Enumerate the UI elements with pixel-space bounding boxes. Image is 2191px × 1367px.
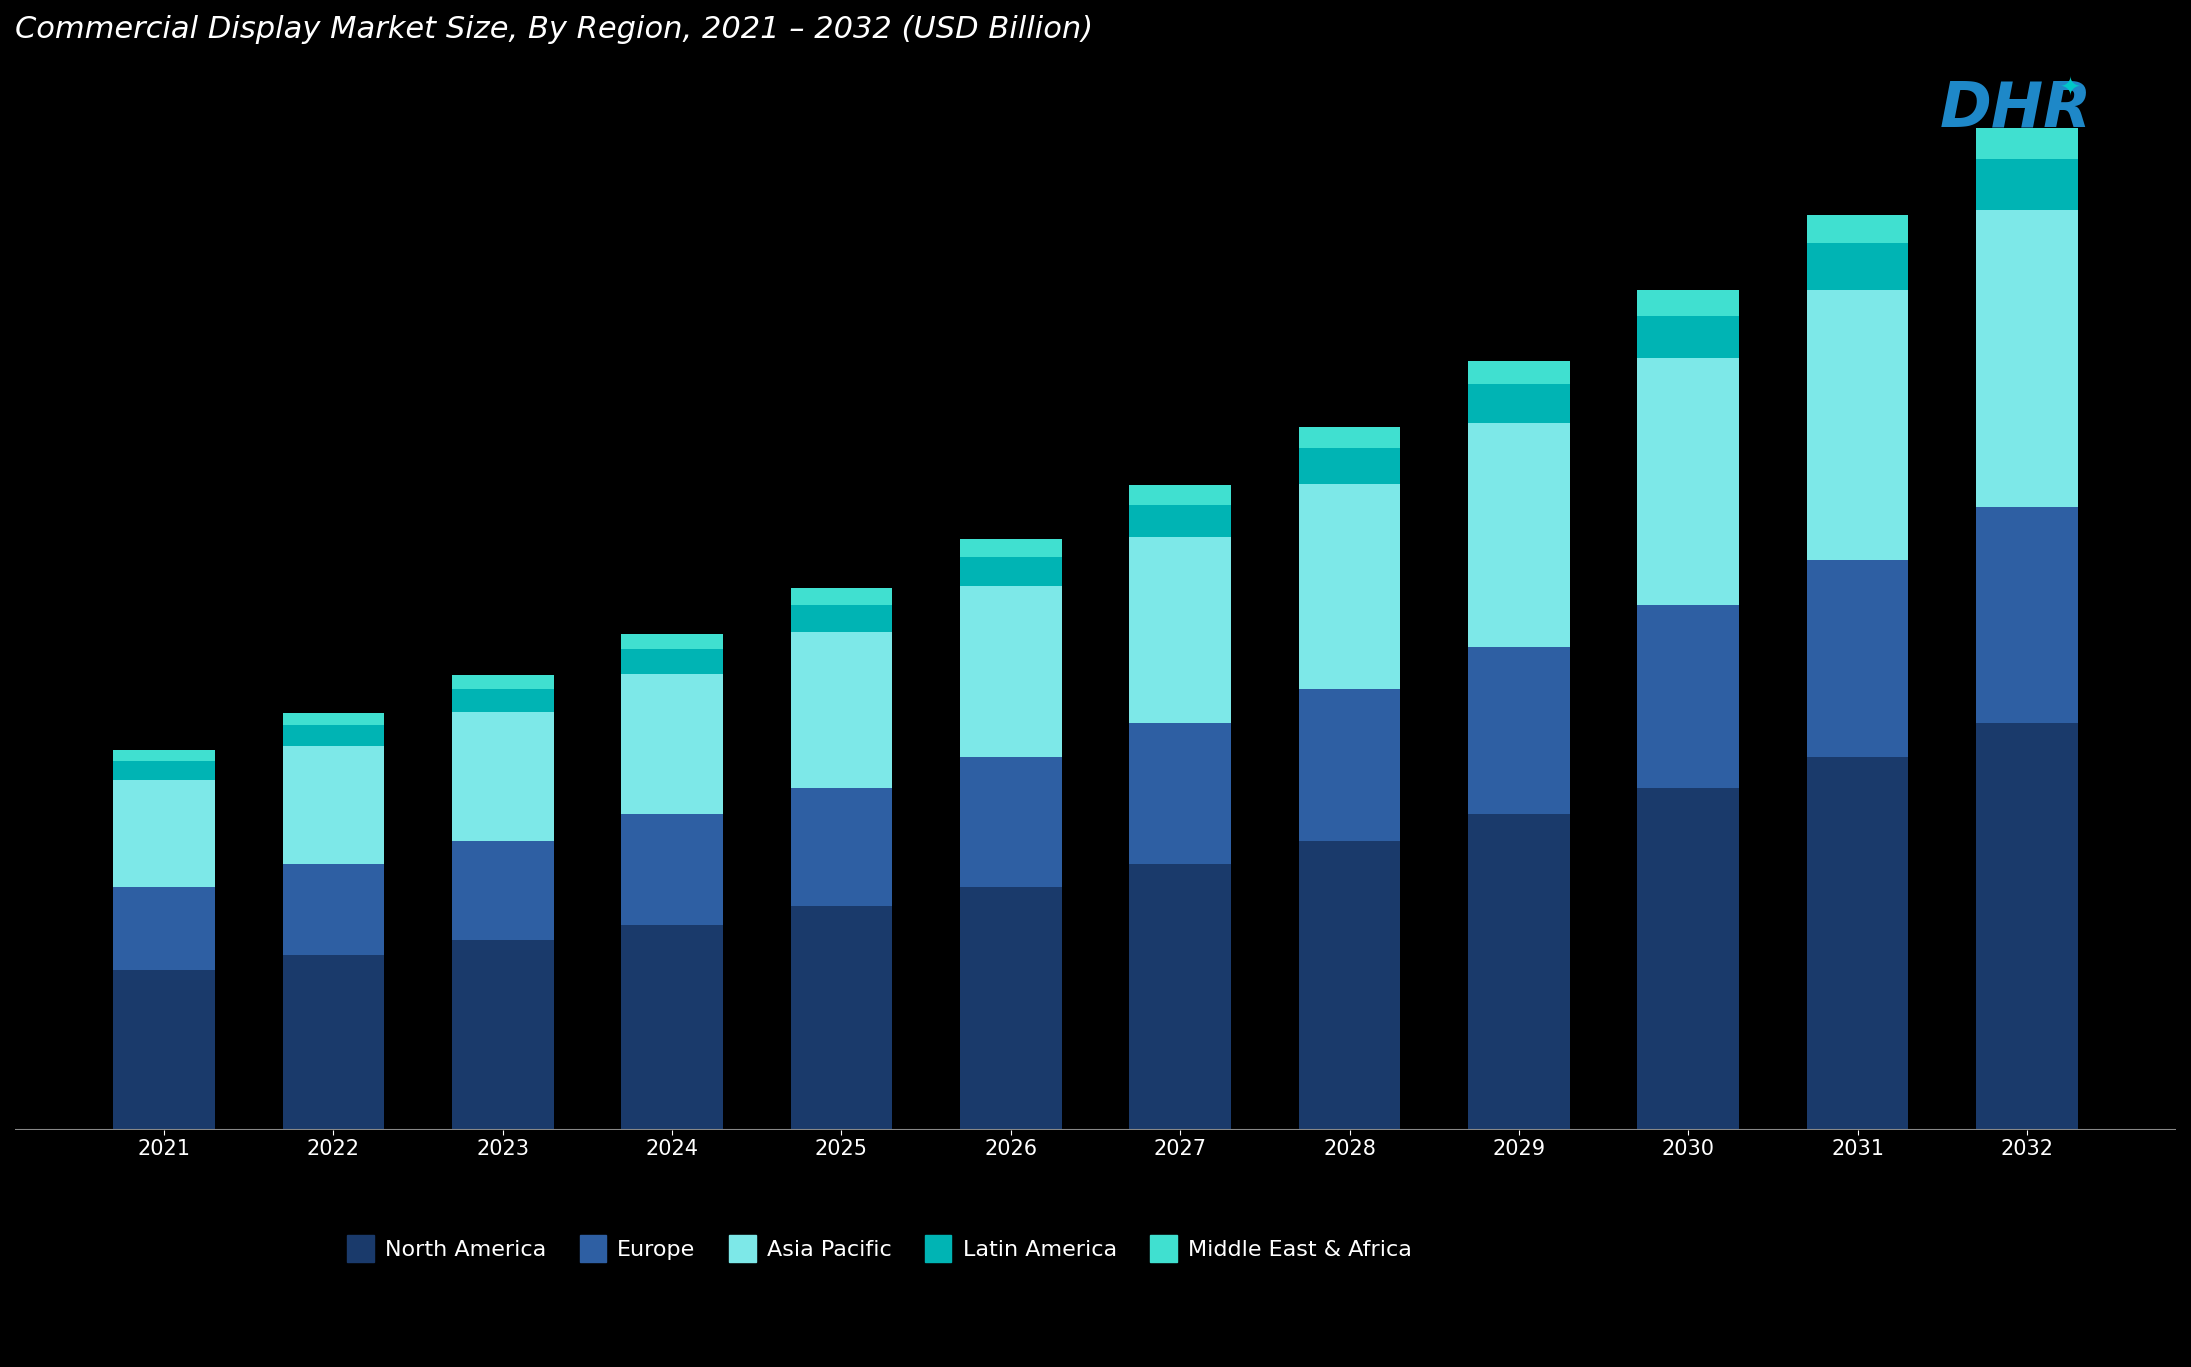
Bar (451, 712, 554, 841)
Bar (1808, 757, 1908, 1129)
Bar (622, 924, 723, 1129)
Bar (1637, 316, 1740, 358)
Bar (791, 604, 892, 632)
Bar (1468, 422, 1569, 647)
Bar (283, 864, 383, 956)
Bar (791, 632, 892, 787)
Bar (1976, 159, 2077, 211)
Bar (1468, 647, 1569, 815)
Bar (1128, 723, 1231, 864)
Bar (791, 787, 892, 905)
Bar (1808, 216, 1908, 243)
Bar (622, 815, 723, 924)
Bar (960, 887, 1063, 1129)
Text: DHR: DHR (1939, 79, 2092, 139)
Bar (1976, 128, 2077, 159)
Bar (1299, 448, 1400, 484)
Bar (451, 841, 554, 939)
Legend: North America, Europe, Asia Pacific, Latin America, Middle East & Africa: North America, Europe, Asia Pacific, Lat… (337, 1226, 1420, 1271)
Text: ✦: ✦ (2060, 77, 2081, 101)
Bar (1299, 841, 1400, 1129)
Bar (1468, 815, 1569, 1129)
Bar (1976, 211, 2077, 507)
Bar (283, 746, 383, 864)
Bar (1637, 787, 1740, 1129)
Bar (114, 781, 215, 887)
Text: Commercial Display Market Size, By Region, 2021 – 2032 (USD Billion): Commercial Display Market Size, By Regio… (15, 15, 1093, 44)
Bar (114, 971, 215, 1129)
Bar (622, 634, 723, 649)
Bar (114, 749, 215, 761)
Bar (1468, 384, 1569, 422)
Bar (114, 761, 215, 781)
Bar (451, 939, 554, 1129)
Bar (1808, 243, 1908, 290)
Bar (1299, 427, 1400, 448)
Bar (1808, 290, 1908, 559)
Bar (1128, 504, 1231, 537)
Bar (451, 689, 554, 712)
Bar (1299, 689, 1400, 841)
Bar (960, 539, 1063, 556)
Bar (1637, 358, 1740, 606)
Bar (1637, 290, 1740, 316)
Bar (622, 649, 723, 674)
Bar (1468, 361, 1569, 384)
Bar (960, 757, 1063, 887)
Bar (1976, 723, 2077, 1129)
Bar (283, 712, 383, 725)
Bar (283, 725, 383, 746)
Bar (1128, 537, 1231, 723)
Bar (1808, 559, 1908, 757)
Bar (1128, 864, 1231, 1129)
Bar (1128, 485, 1231, 504)
Bar (960, 586, 1063, 757)
Bar (283, 956, 383, 1129)
Bar (622, 674, 723, 815)
Bar (114, 887, 215, 971)
Bar (451, 675, 554, 689)
Bar (1976, 507, 2077, 723)
Bar (1637, 606, 1740, 787)
Bar (791, 905, 892, 1129)
Bar (960, 556, 1063, 586)
Bar (791, 588, 892, 604)
Bar (1299, 484, 1400, 689)
